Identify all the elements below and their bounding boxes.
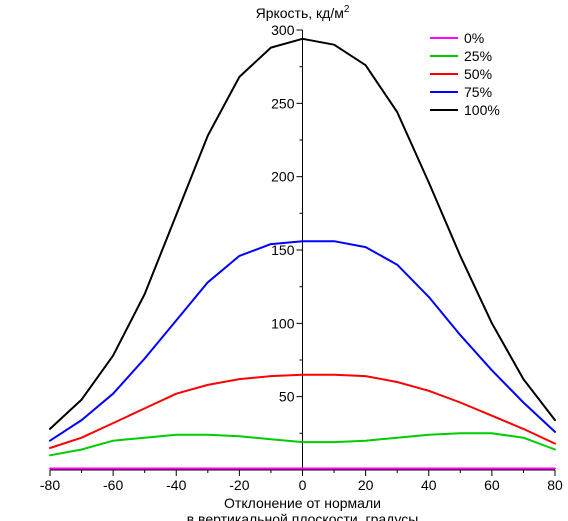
x-axis-title: в вертикальной плоскости, градусы — [187, 511, 419, 521]
y-tick-label: 250 — [271, 95, 295, 111]
y-tick-label: 300 — [271, 22, 295, 38]
x-tick-label: -60 — [103, 477, 123, 493]
x-tick-label: 60 — [484, 477, 500, 493]
y-axis-title: Яркость, кд/м2 — [256, 4, 350, 21]
x-axis-title: Отклонение от нормали — [224, 495, 381, 511]
x-tick-label: 40 — [421, 477, 437, 493]
brightness-angle-chart: -80-60-40-2002040608050100150200250300Яр… — [0, 0, 568, 521]
legend-label: 25% — [464, 48, 492, 64]
y-tick-label: 100 — [271, 315, 295, 331]
legend-label: 75% — [464, 84, 492, 100]
x-tick-label: -40 — [166, 477, 186, 493]
y-tick-label: 50 — [279, 389, 295, 405]
x-tick-label: 20 — [358, 477, 374, 493]
chart-svg: -80-60-40-2002040608050100150200250300Яр… — [0, 0, 568, 521]
x-tick-label: -80 — [40, 477, 60, 493]
x-tick-label: 80 — [547, 477, 563, 493]
x-tick-label: 0 — [299, 477, 307, 493]
legend-label: 50% — [464, 66, 492, 82]
legend-label: 100% — [464, 102, 500, 118]
x-tick-label: -20 — [229, 477, 249, 493]
y-tick-label: 200 — [271, 169, 295, 185]
legend-label: 0% — [464, 30, 484, 46]
